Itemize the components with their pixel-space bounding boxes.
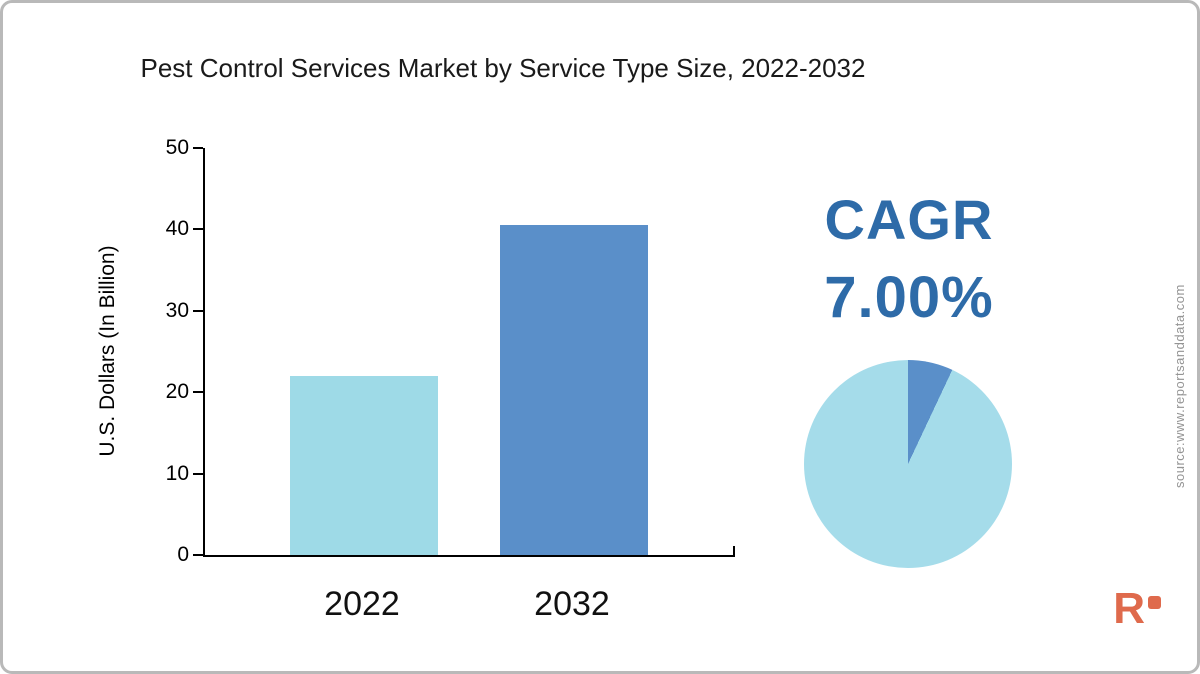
y-tick-label: 40 bbox=[165, 217, 189, 241]
cagr-block: CAGR 7.00% bbox=[753, 181, 1065, 338]
x-tick-label: 2032 bbox=[534, 585, 610, 623]
y-tick-mark bbox=[193, 309, 203, 312]
plot-area bbox=[203, 148, 735, 557]
pie-chart bbox=[804, 360, 1012, 568]
logo-dot-icon bbox=[1148, 595, 1161, 609]
y-tick-label: 30 bbox=[165, 298, 189, 322]
y-tick-label: 0 bbox=[177, 543, 189, 566]
y-tick-mark bbox=[193, 391, 203, 394]
y-tick-label: 20 bbox=[165, 380, 189, 404]
y-tick-mark bbox=[193, 147, 203, 149]
y-tick-label: 50 bbox=[165, 136, 189, 159]
logo-letter: R bbox=[1113, 584, 1145, 633]
y-axis-label: U.S. Dollars (In Billion) bbox=[96, 245, 119, 457]
cagr-value: 7.00% bbox=[824, 265, 994, 331]
bar-2032 bbox=[500, 225, 648, 555]
y-tick-mark bbox=[193, 472, 203, 475]
bar-2022 bbox=[290, 375, 438, 555]
y-tick-mark bbox=[193, 554, 203, 556]
cagr-label: CAGR bbox=[824, 188, 994, 251]
y-tick-label: 10 bbox=[165, 461, 189, 485]
y-tick-mark bbox=[193, 228, 203, 231]
brand-logo: R bbox=[1113, 584, 1161, 633]
x-tick-label: 2022 bbox=[324, 585, 400, 623]
source-attribution: source:www.reportsanddata.com bbox=[1172, 284, 1187, 488]
chart-title: Pest Control Services Market by Service … bbox=[140, 53, 866, 83]
